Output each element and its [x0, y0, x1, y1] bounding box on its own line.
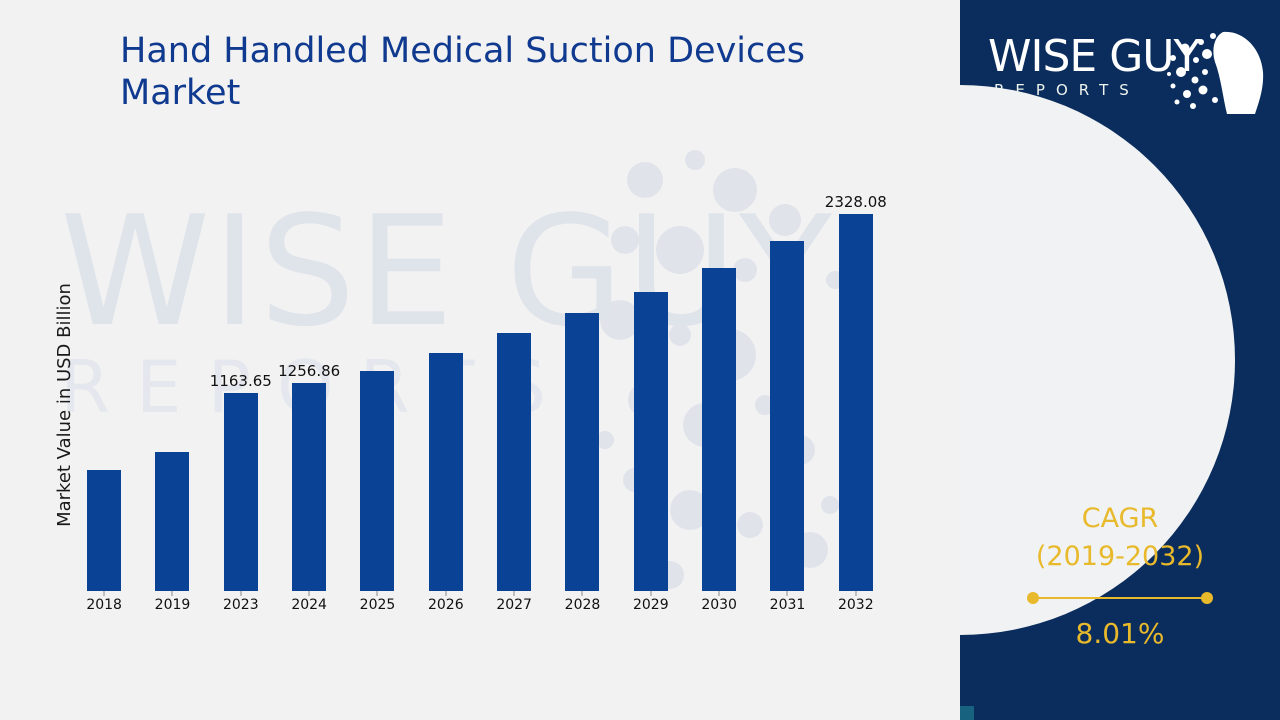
bar-group: 2028: [548, 150, 616, 613]
bar[interactable]: [702, 268, 737, 591]
bar-group: 2019: [138, 150, 206, 613]
chart-panel: WISE GUY REPORTS Hand Handled Medical Su…: [30, 31, 890, 613]
cagr-label: CAGR: [1081, 503, 1159, 534]
logo-main-text: WISE GUY: [988, 31, 1200, 82]
x-axis-tick: [240, 591, 242, 596]
bar-group: 2029: [617, 150, 685, 613]
x-axis-tick: [855, 591, 857, 596]
bar[interactable]: [87, 470, 122, 591]
bar[interactable]: [360, 371, 395, 591]
brand-panel: WISE GUY REPORTS CAGR (2019-2032) 8.01%: [960, 0, 1280, 720]
x-axis-tick: [513, 591, 515, 596]
bar[interactable]: [838, 214, 873, 591]
x-axis-tick: [308, 591, 310, 596]
x-axis-tick: [786, 591, 788, 596]
x-axis-tick-label: 2031: [769, 597, 806, 613]
x-axis-tick: [650, 591, 652, 596]
bar[interactable]: [292, 383, 327, 591]
x-axis-tick: [445, 591, 447, 596]
x-axis-tick-label: 2019: [154, 597, 191, 613]
cagr-divider-rule: [1033, 597, 1207, 599]
bar-group: 2030: [685, 150, 753, 613]
y-axis-label-text: Market Value in USD Billion: [54, 283, 75, 527]
cagr-block: CAGR (2019-2032) 8.01%: [960, 500, 1280, 654]
x-axis-tick-label: 2018: [86, 597, 122, 613]
x-axis-tick: [581, 591, 583, 596]
bar[interactable]: [155, 452, 190, 591]
x-axis-tick-label: 2030: [701, 597, 737, 613]
bar-group: 2026: [412, 150, 480, 613]
y-axis-label: Market Value in USD Billion: [30, 235, 75, 575]
x-axis-tick-label: 2029: [632, 597, 669, 613]
logo-sub-text: REPORTS: [994, 81, 1140, 99]
bar-value-label: 1256.86: [278, 362, 341, 380]
x-axis-tick-label: 2024: [291, 597, 327, 613]
x-axis-tick: [103, 591, 105, 596]
teal-corner-accent: [960, 706, 974, 720]
x-axis-tick-label: 2025: [359, 597, 396, 613]
page-title: Hand Handled Medical Suction Devices Mar…: [120, 31, 806, 113]
bar[interactable]: [223, 393, 258, 591]
logo-text: WISE GUY REPORTS: [988, 31, 1200, 100]
x-axis-tick-label: 2028: [564, 597, 601, 613]
x-axis-tick: [376, 591, 378, 596]
bar-group: 2018: [70, 150, 138, 613]
wiseguy-reports-logo: WISE GUY REPORTS: [978, 28, 1268, 120]
bar-group: 2025: [343, 150, 411, 613]
bar-chart-plot-area: 2018 2019 2023 1163.65 2024 1256.86 2025 2026 20…: [70, 150, 890, 613]
bar-value-label: 1163.65: [209, 372, 272, 390]
bar-value-label: 2328.08: [824, 193, 887, 211]
bar[interactable]: [770, 241, 805, 591]
bar-group: 2032 2328.08: [822, 150, 890, 613]
logo-dot-head-icon: [1167, 31, 1264, 114]
x-axis-tick-label: 2023: [222, 597, 259, 613]
bar[interactable]: [428, 353, 463, 591]
x-axis-tick: [718, 591, 720, 596]
cagr-divider: [1027, 592, 1213, 604]
bar-group: 2023 1163.65: [207, 150, 275, 613]
x-axis-tick-label: 2032: [837, 597, 874, 613]
cagr-value: 8.01%: [1075, 617, 1165, 650]
bar-group: 2027: [480, 150, 548, 613]
x-axis-tick-label: 2027: [496, 597, 532, 613]
bar-group: 2024 1256.86: [275, 150, 343, 613]
cagr-period: (2019-2032): [1035, 541, 1205, 572]
bar[interactable]: [565, 313, 600, 591]
bar[interactable]: [633, 292, 668, 591]
bar-group: 2031: [753, 150, 821, 613]
bar[interactable]: [497, 333, 532, 591]
x-axis-tick: [171, 591, 173, 596]
x-axis-tick-label: 2026: [427, 597, 464, 613]
cagr-divider-dot-right: [1201, 592, 1213, 604]
